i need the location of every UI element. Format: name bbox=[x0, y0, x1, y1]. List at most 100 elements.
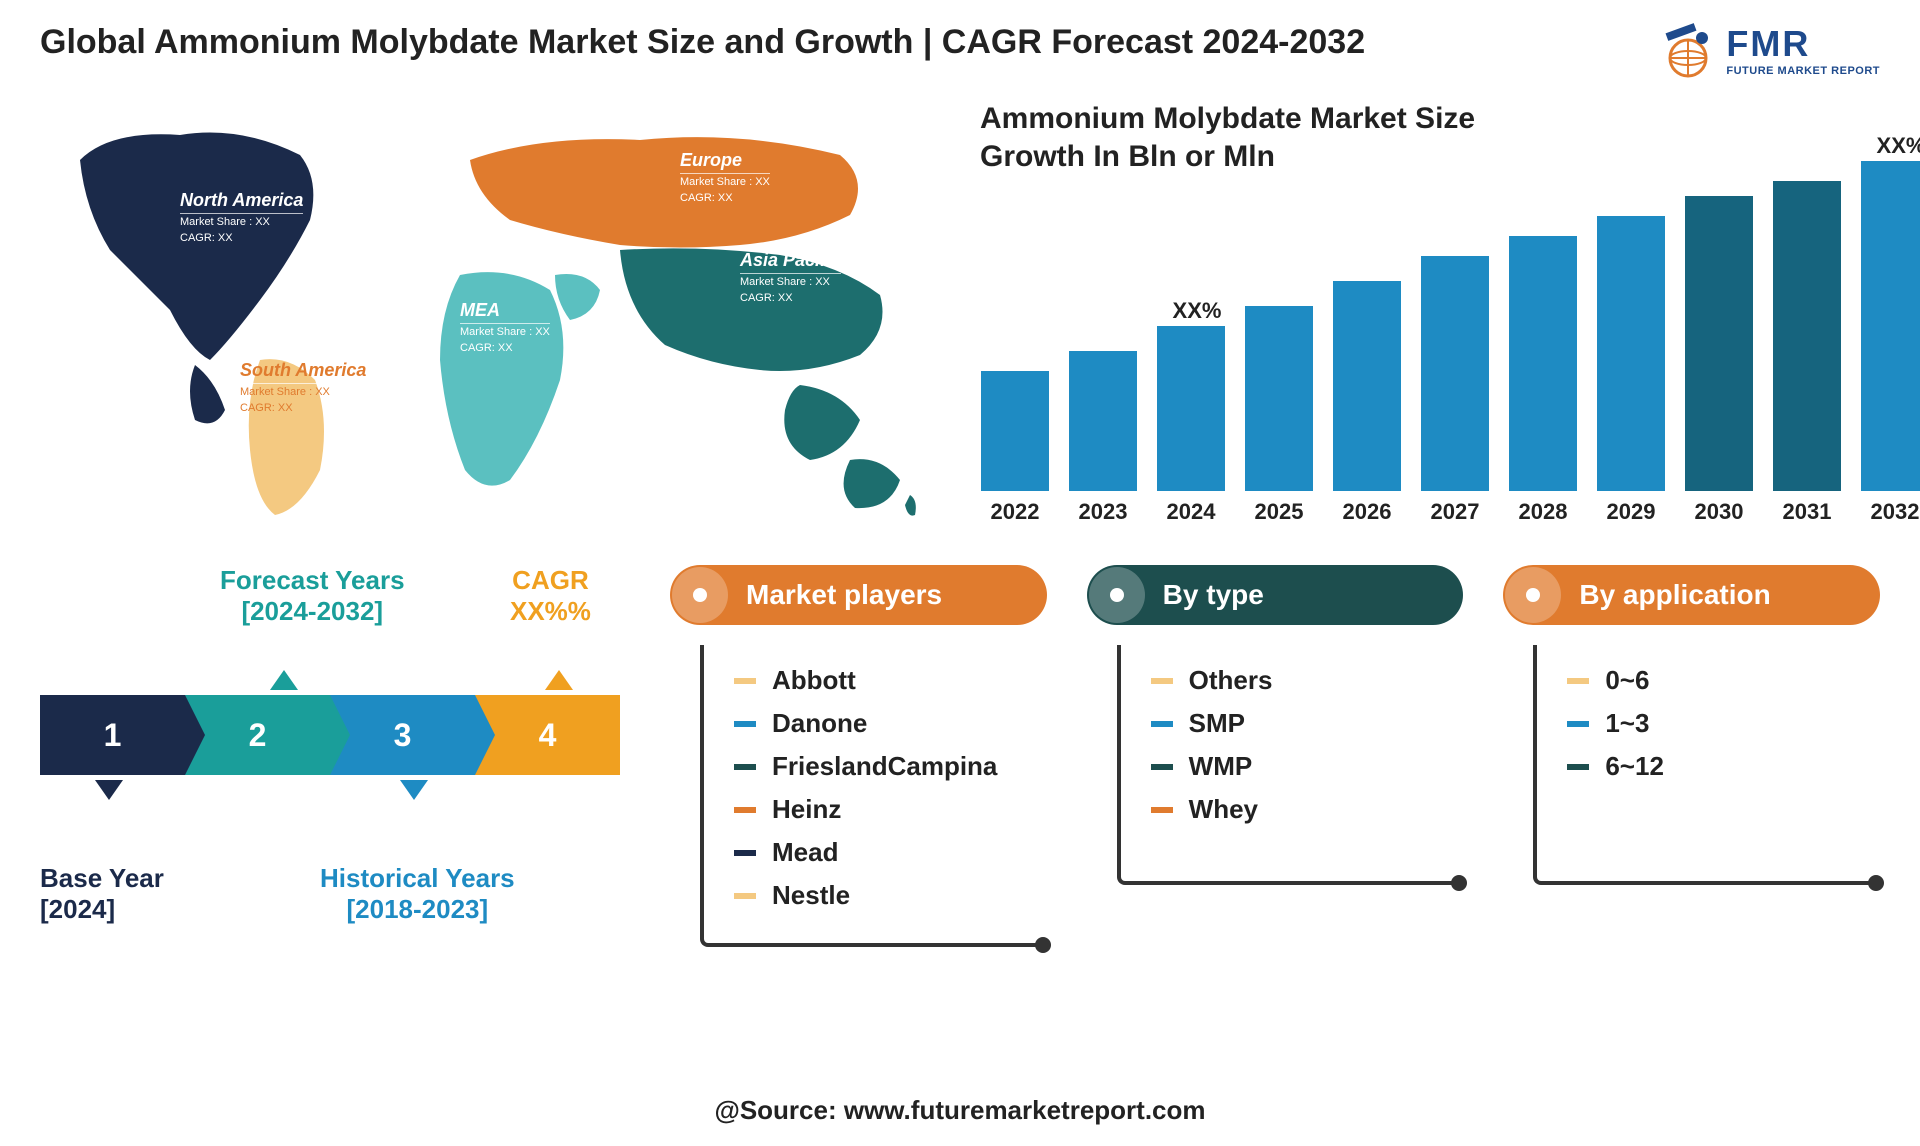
region-share: Market Share : XX bbox=[680, 173, 770, 188]
region-cagr: CAGR: XX bbox=[740, 290, 841, 304]
bar-rect bbox=[1773, 181, 1841, 491]
bar-year-label: 2022 bbox=[991, 499, 1040, 525]
list-item: SMP bbox=[1151, 708, 1454, 739]
region-label-mea: MEA Market Share : XX CAGR: XX bbox=[460, 300, 550, 354]
bar-year-label: 2029 bbox=[1607, 499, 1656, 525]
list-item-label: 0~6 bbox=[1605, 665, 1649, 696]
region-cagr: CAGR: XX bbox=[180, 230, 303, 244]
pill-circle-icon bbox=[1089, 567, 1145, 623]
region-name: Asia Pacific bbox=[740, 250, 841, 271]
triangle-up-icon bbox=[545, 670, 573, 690]
region-name: South America bbox=[240, 360, 366, 381]
bar-rect bbox=[1509, 236, 1577, 491]
segment-list: 0~6 1~3 6~12 bbox=[1533, 645, 1880, 885]
bar-rect bbox=[1069, 351, 1137, 491]
list-item-label: FrieslandCampina bbox=[772, 751, 997, 782]
telescope-globe-icon bbox=[1658, 20, 1718, 80]
bar-rect bbox=[1333, 281, 1401, 491]
list-item-label: Abbott bbox=[772, 665, 856, 696]
bar-2031: 2031 bbox=[1772, 181, 1842, 525]
triangle-down-icon bbox=[400, 780, 428, 800]
bar-value-label: XX% bbox=[1861, 133, 1920, 159]
segment-by-application: By application 0~6 1~3 6~12 bbox=[1503, 565, 1880, 947]
list-item-label: Danone bbox=[772, 708, 867, 739]
cagr-text: CAGR bbox=[510, 565, 591, 596]
region-name: MEA bbox=[460, 300, 550, 321]
bar-rect bbox=[981, 371, 1049, 491]
bar-rect bbox=[1245, 306, 1313, 491]
fmr-logo: FMR FUTURE MARKET REPORT bbox=[1658, 20, 1880, 80]
list-item-label: Others bbox=[1189, 665, 1273, 696]
segment-title: By application bbox=[1579, 579, 1770, 611]
region-name: Europe bbox=[680, 150, 770, 171]
segment-title: Market players bbox=[746, 579, 942, 611]
bar-2032: XX% 2032 bbox=[1860, 161, 1920, 525]
segment-pill: By application bbox=[1503, 565, 1880, 625]
list-item: Whey bbox=[1151, 794, 1454, 825]
page-title: Global Ammonium Molybdate Market Size an… bbox=[40, 20, 1365, 64]
forecast-range: [2024-2032] bbox=[220, 596, 405, 627]
segment-title: By type bbox=[1163, 579, 1264, 611]
tick-icon bbox=[734, 721, 756, 727]
timeline-segment-1: 1 bbox=[40, 695, 185, 775]
world-map: North AmericaMarket Share : XXCAGR: XXSo… bbox=[40, 100, 940, 520]
list-item-label: 1~3 bbox=[1605, 708, 1649, 739]
historical-years-label: Historical Years [2018-2023] bbox=[320, 863, 515, 925]
list-item: 6~12 bbox=[1567, 751, 1870, 782]
cagr-label: CAGR XX%% bbox=[510, 565, 591, 627]
tick-icon bbox=[734, 678, 756, 684]
bar-2030: 2030 bbox=[1684, 196, 1754, 525]
tick-icon bbox=[1151, 721, 1173, 727]
bar-rect bbox=[1685, 196, 1753, 491]
bar-rect: XX% bbox=[1861, 161, 1920, 491]
list-item-label: Heinz bbox=[772, 794, 841, 825]
region-share: Market Share : XX bbox=[240, 383, 366, 398]
region-cagr: CAGR: XX bbox=[460, 340, 550, 354]
region-share: Market Share : XX bbox=[740, 273, 841, 288]
segment-by-type: By typeOthersSMPWMPWhey bbox=[1087, 565, 1464, 947]
tick-icon bbox=[1567, 764, 1589, 770]
tick-icon bbox=[734, 850, 756, 856]
tick-icon bbox=[734, 893, 756, 899]
chart-title: Ammonium Molybdate Market Size Growth In… bbox=[980, 100, 1480, 175]
bar-rect bbox=[1597, 216, 1665, 491]
tick-icon bbox=[734, 807, 756, 813]
base-range: [2024] bbox=[40, 894, 164, 925]
triangle-up-icon bbox=[270, 670, 298, 690]
bar-year-label: 2030 bbox=[1695, 499, 1744, 525]
list-item: FrieslandCampina bbox=[734, 751, 1037, 782]
bar-year-label: 2026 bbox=[1343, 499, 1392, 525]
list-item: 1~3 bbox=[1567, 708, 1870, 739]
bar-year-label: 2025 bbox=[1255, 499, 1304, 525]
region-label-north-america: North AmericaMarket Share : XXCAGR: XX bbox=[180, 190, 303, 244]
list-item: Nestle bbox=[734, 880, 1037, 911]
bar-2025: 2025 bbox=[1244, 306, 1314, 525]
tick-icon bbox=[734, 764, 756, 770]
segment-list: Abbott Danone FrieslandCampina Heinz Mead Nes… bbox=[700, 645, 1047, 947]
list-item: Others bbox=[1151, 665, 1454, 696]
timeline-segment-2: 2 bbox=[185, 695, 330, 775]
bar-2026: 2026 bbox=[1332, 281, 1402, 525]
list-item-label: Mead bbox=[772, 837, 838, 868]
bar-year-label: 2024 bbox=[1167, 499, 1216, 525]
list-item-label: Nestle bbox=[772, 880, 850, 911]
segment-pill: By type bbox=[1087, 565, 1464, 625]
logo-text-main: FMR bbox=[1726, 23, 1880, 65]
pill-circle-icon bbox=[1505, 567, 1561, 623]
region-share: Market Share : XX bbox=[180, 213, 303, 228]
tick-icon bbox=[1567, 721, 1589, 727]
list-item-label: 6~12 bbox=[1605, 751, 1664, 782]
hist-range: [2018-2023] bbox=[320, 894, 515, 925]
region-share: Market Share : XX bbox=[460, 323, 550, 338]
region-label-europe: EuropeMarket Share : XXCAGR: XX bbox=[680, 150, 770, 204]
bar-year-label: 2028 bbox=[1519, 499, 1568, 525]
tick-icon bbox=[1151, 807, 1173, 813]
bar-year-label: 2032 bbox=[1871, 499, 1920, 525]
list-item: Heinz bbox=[734, 794, 1037, 825]
region-label-south-america: South AmericaMarket Share : XXCAGR: XX bbox=[240, 360, 366, 414]
bar-rect: XX% bbox=[1157, 326, 1225, 491]
segment-pill: Market players bbox=[670, 565, 1047, 625]
base-text: Base Year bbox=[40, 863, 164, 894]
tick-icon bbox=[1567, 678, 1589, 684]
bar-2027: 2027 bbox=[1420, 256, 1490, 525]
